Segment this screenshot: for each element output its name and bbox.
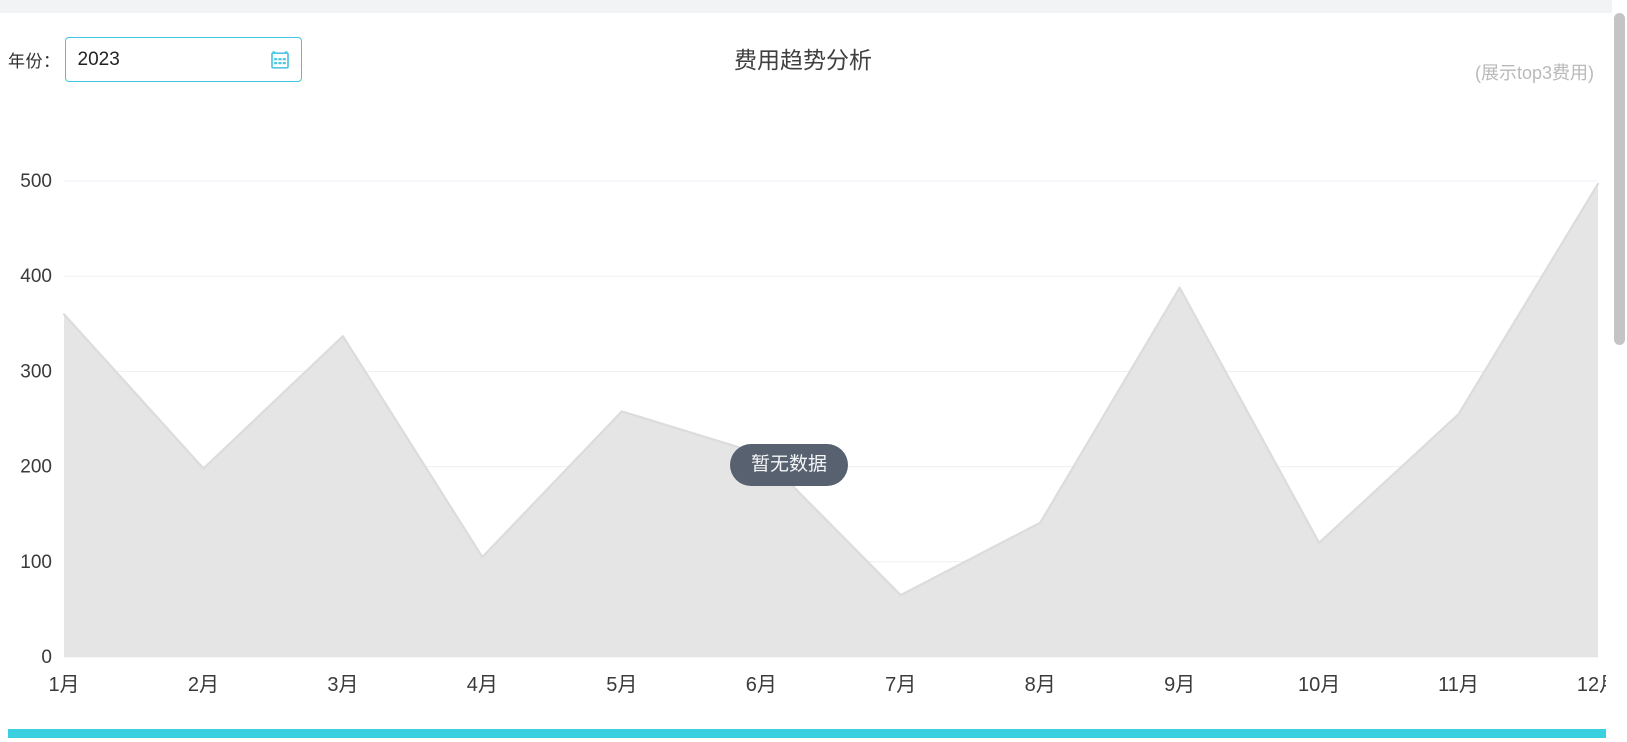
vertical-scrollbar-thumb[interactable] [1614,13,1625,345]
x-axis-tick-label: 11月 [1438,674,1479,696]
no-data-tooltip: 暂无数据 [730,444,849,486]
x-axis-tick-label: 12月 [1577,674,1606,696]
expense-trend-area-chart[interactable]: 0 100 200 300 400 500 1月 2月 3月 4月 5月 6月 7月 8月 9月 10月 11月… [0,103,1606,703]
chart-card: 年份： [0,13,1606,713]
vertical-scrollbar-track[interactable] [1612,0,1627,742]
area-fill [64,183,1598,657]
bottom-accent-bar [8,729,1606,738]
y-axis-tick-label: 200 [20,457,52,478]
x-axis-tick-label: 3月 [327,674,358,696]
x-axis-tick-label: 4月 [467,674,498,696]
chart-header: 年份： [0,13,1606,103]
x-axis-tick-label: 10月 [1298,674,1340,696]
top3-note: (展示top3费用) [1474,63,1594,83]
x-axis-tick-label: 6月 [746,674,777,696]
year-input[interactable] [65,39,256,80]
series-line [62,182,1600,597]
x-axis-tick-label: 2月 [188,674,219,696]
calendar-icon[interactable] [269,49,291,71]
year-input-wrapper[interactable] [64,37,302,82]
year-label: 年份： [8,52,61,71]
y-axis-tick-label: 400 [20,266,52,287]
y-axis-tick-label: 100 [20,552,52,573]
chart-plot-region[interactable]: 0 100 200 300 400 500 1月 2月 3月 4月 5月 6月 7月 8月 9月 10月 11月… [0,103,1606,703]
y-axis-tick-label: 500 [20,171,52,192]
x-axis-tick-label: 1月 [48,674,79,696]
y-axis-tick-label: 300 [20,361,52,382]
top-gray-band [0,0,1627,13]
x-axis-tick-label: 7月 [885,674,916,696]
year-filter-group: 年份： [8,37,302,82]
x-axis-tick-label: 8月 [1025,674,1056,696]
y-axis-tick-label: 0 [41,647,52,668]
x-axis-tick-label: 5月 [606,674,637,696]
x-axis-tick-label: 9月 [1164,674,1195,696]
